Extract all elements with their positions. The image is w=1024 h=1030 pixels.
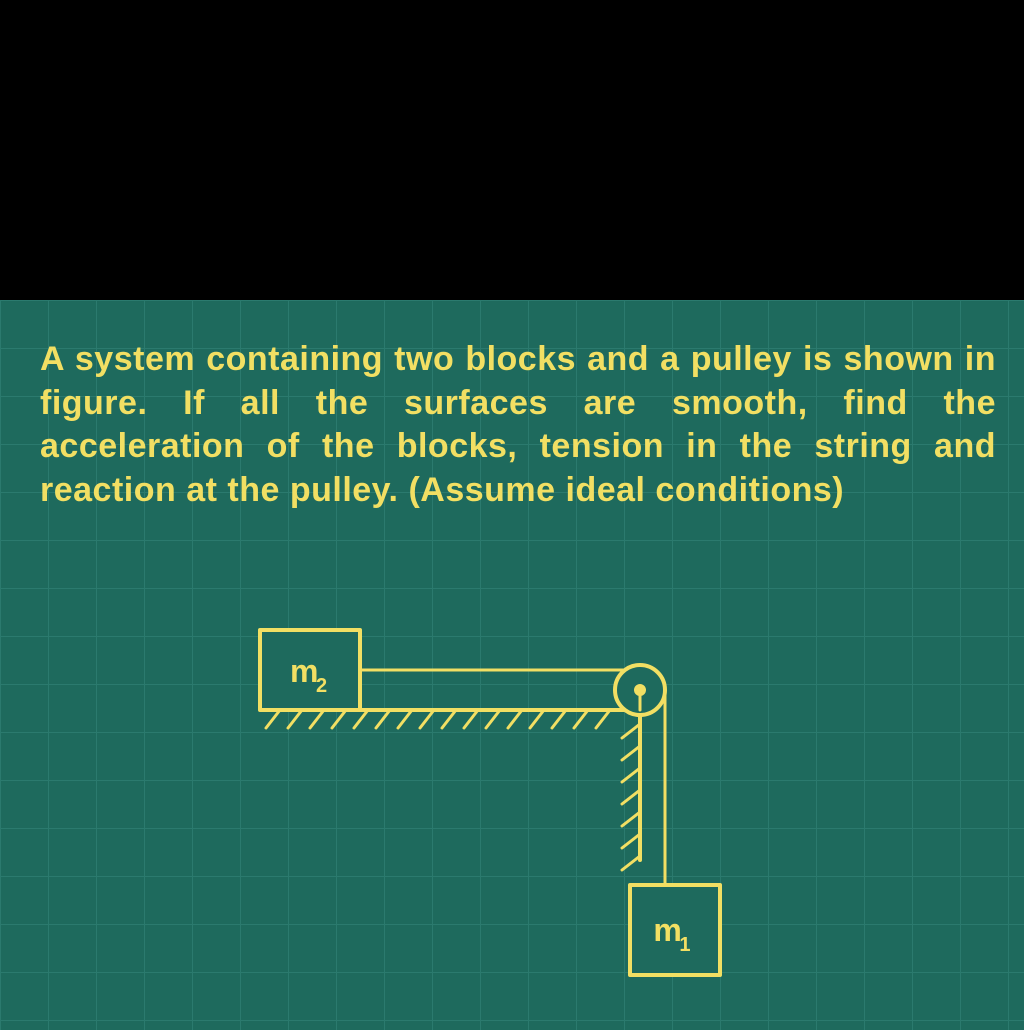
hatching-horizontal: [266, 710, 610, 728]
label-m2: m: [290, 653, 318, 689]
physics-diagram: m2m1: [240, 600, 760, 1000]
top-black-bar: [0, 0, 1024, 300]
label-m1: m: [653, 912, 681, 948]
problem-statement: A system containing two blocks and a pul…: [40, 338, 996, 512]
label-m2-sub: 2: [316, 675, 327, 697]
hatching-vertical: [622, 724, 640, 870]
content-area: A system containing two blocks and a pul…: [0, 300, 1024, 1030]
label-m1-sub: 1: [679, 934, 690, 956]
